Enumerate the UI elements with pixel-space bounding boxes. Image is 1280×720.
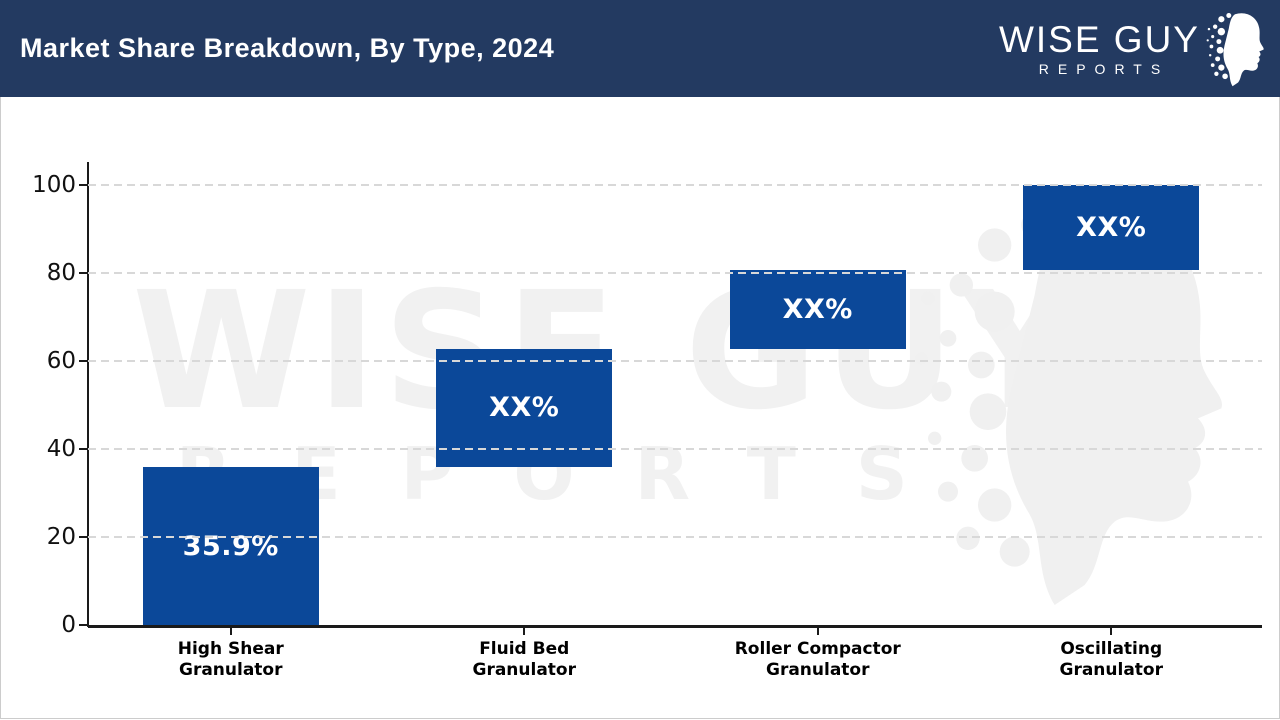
x-category-label-line: Oscillating: [1060, 639, 1163, 659]
y-tick-mark: [79, 360, 88, 362]
y-tick-mark: [79, 536, 88, 538]
bar-value-label: 35.9%: [182, 530, 279, 562]
bar-segment: XX%: [1023, 185, 1200, 271]
bar-segment: XX%: [436, 348, 613, 468]
x-category-label-line: High Shear: [177, 639, 284, 659]
header-banner: Market Share Breakdown, By Type, 2024 WI…: [0, 0, 1280, 97]
x-tick-mark: [1110, 627, 1113, 635]
x-category-label-line: Granulator: [178, 660, 283, 680]
x-category-label: High Shear Granulator: [81, 639, 381, 681]
face-logo-icon: [1206, 13, 1264, 87]
logo-primary-text: WISE GUY: [998, 19, 1200, 60]
x-tick-mark: [816, 627, 819, 635]
gridline: [88, 184, 1262, 186]
x-category-label: Oscillating Granulator: [961, 639, 1261, 681]
y-tick-label: 100: [32, 172, 76, 198]
y-axis-line: [87, 162, 89, 627]
chart-title: Market Share Breakdown, By Type, 2024: [20, 33, 555, 63]
y-tick-label: 40: [46, 436, 76, 462]
bar-value-label: XX%: [782, 294, 853, 326]
gridline: [88, 448, 1262, 450]
watermark-face-icon: [915, 211, 1222, 605]
bar-segment: XX%: [729, 270, 906, 349]
y-tick-label: 0: [61, 612, 76, 638]
gridline: [88, 536, 1262, 538]
bar-value-label: XX%: [489, 392, 560, 424]
y-tick-label: 60: [46, 348, 76, 374]
y-tick-mark: [79, 448, 88, 450]
x-category-label-line: Granulator: [472, 660, 576, 680]
y-tick-mark: [79, 624, 88, 626]
logo-secondary-text: REPORTS: [1038, 61, 1170, 77]
y-tick-label: 20: [46, 524, 76, 550]
gridline: [88, 360, 1262, 362]
gridline: [88, 272, 1262, 274]
x-category-label: Roller Compactor Granulator: [668, 639, 968, 681]
bar-segment: 35.9%: [142, 467, 319, 625]
x-category-label-line: Granulator: [765, 660, 870, 680]
x-tick-mark: [523, 627, 526, 635]
x-category-label-line: Fluid Bed: [479, 639, 570, 659]
x-category-label: Fluid Bed Granulator: [374, 639, 674, 681]
x-category-label-line: Roller Compactor: [734, 639, 901, 659]
x-tick-mark: [229, 627, 232, 635]
wiseguy-logo: WISE GUY REPORTS: [999, 6, 1266, 92]
y-tick-mark: [79, 184, 88, 186]
x-category-label-line: Granulator: [1059, 660, 1163, 680]
y-tick-mark: [79, 272, 88, 274]
x-axis-line: [88, 625, 1262, 628]
bar-value-label: XX%: [1076, 212, 1147, 244]
logo-text: WISE GUY REPORTS: [999, 20, 1200, 78]
y-tick-label: 80: [46, 260, 76, 286]
